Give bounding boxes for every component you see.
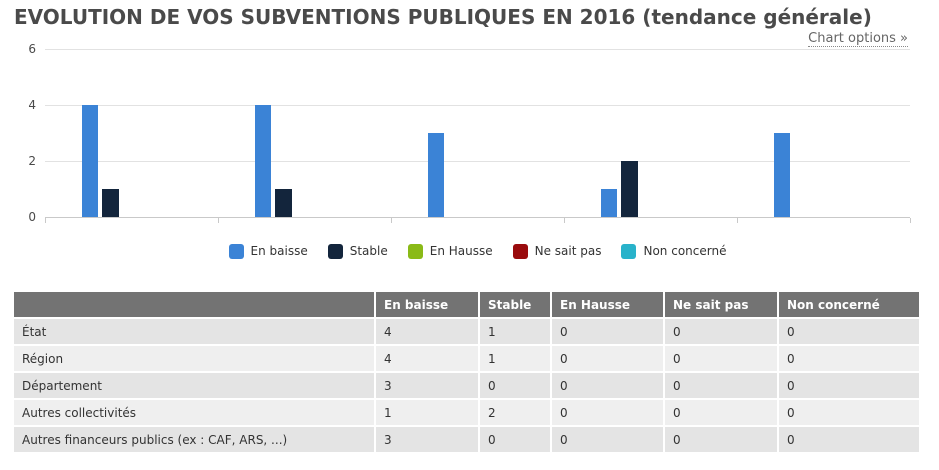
x-axis-tick (391, 218, 392, 223)
cell-value: 0 (480, 373, 550, 398)
gridline-4 (45, 105, 910, 106)
row-label: Autres financeurs publics (ex : CAF, ARS… (14, 427, 374, 452)
x-axis-tick (218, 218, 219, 223)
cell-value: 4 (376, 346, 478, 371)
bar-stable-3[interactable] (621, 161, 638, 217)
legend-swatch-icon (621, 244, 637, 259)
bar-stable-1[interactable] (275, 189, 292, 217)
row-label: Région (14, 346, 374, 371)
table-row: Département 3 0 0 0 0 (14, 373, 919, 398)
page-title: EVOLUTION DE VOS SUBVENTIONS PUBLIQUES E… (14, 5, 872, 29)
bar-stable-0[interactable] (102, 189, 119, 217)
x-axis-tick (737, 218, 738, 223)
legend-item-non-concerne[interactable]: Non concerné (621, 244, 726, 259)
bar-en-baisse-3[interactable] (600, 189, 618, 217)
legend-item-en-hausse[interactable]: En Hausse (407, 244, 493, 259)
table-header-row: En baisse Stable En Hausse Ne sait pas N… (14, 292, 919, 317)
cell-value: 2 (480, 400, 550, 425)
header-cell-stable: Stable (480, 292, 550, 317)
y-axis-label: 2 (28, 154, 36, 168)
bar-en-baisse-0[interactable] (81, 105, 99, 217)
header-cell-en-baisse: En baisse (376, 292, 478, 317)
header-cell-ne-sait-pas: Ne sait pas (665, 292, 777, 317)
chart-options-link[interactable]: Chart options » (808, 31, 908, 47)
cell-value: 4 (376, 319, 478, 344)
cell-value: 1 (480, 319, 550, 344)
cell-value: 0 (552, 373, 663, 398)
legend-label: En Hausse (429, 244, 493, 258)
cell-value: 0 (779, 319, 919, 344)
legend-item-stable[interactable]: Stable (327, 244, 388, 259)
legend-label: En baisse (250, 244, 308, 258)
row-label: État (14, 319, 374, 344)
cell-value: 0 (665, 346, 777, 371)
x-axis-tick (45, 218, 46, 223)
legend-label: Non concerné (643, 244, 727, 258)
header-cell-non-concerne: Non concerné (779, 292, 919, 317)
header-cell-en-hausse: En Hausse (552, 292, 663, 317)
cell-value: 0 (779, 400, 919, 425)
bar-en-baisse-2[interactable] (427, 133, 445, 217)
legend-label: Stable (349, 244, 388, 258)
legend-swatch-icon (512, 244, 528, 259)
bar-en-baisse-4[interactable] (773, 133, 791, 217)
x-axis-line (45, 217, 910, 218)
cell-value: 1 (376, 400, 478, 425)
legend-swatch-icon (228, 244, 244, 259)
cell-value: 0 (665, 319, 777, 344)
y-axis-label: 0 (28, 210, 36, 224)
cell-value: 0 (552, 427, 663, 452)
cell-value: 0 (480, 427, 550, 452)
gridline-2 (45, 161, 910, 162)
y-axis-label: 4 (28, 98, 36, 112)
cell-value: 0 (552, 346, 663, 371)
legend-swatch-icon (407, 244, 423, 259)
legend-item-ne-sait-pas[interactable]: Ne sait pas (512, 244, 602, 259)
cell-value: 1 (480, 346, 550, 371)
cell-value: 0 (552, 319, 663, 344)
table-row: Région 4 1 0 0 0 (14, 346, 919, 371)
cell-value: 0 (779, 373, 919, 398)
legend-label: Ne sait pas (534, 244, 602, 258)
cell-value: 0 (552, 400, 663, 425)
cell-value: 3 (376, 427, 478, 452)
row-label: Autres collectivités (14, 400, 374, 425)
cell-value: 0 (779, 427, 919, 452)
cell-value: 0 (665, 427, 777, 452)
chart-legend: En baisse Stable En Hausse Ne sait pas N… (45, 244, 910, 259)
cell-value: 3 (376, 373, 478, 398)
table-row: Autres collectivités 1 2 0 0 0 (14, 400, 919, 425)
cell-value: 0 (665, 400, 777, 425)
x-axis-tick (910, 218, 911, 223)
legend-item-en-baisse[interactable]: En baisse (228, 244, 308, 259)
results-table: En baisse Stable En Hausse Ne sait pas N… (12, 290, 921, 454)
legend-swatch-icon (327, 244, 343, 259)
table-row: Autres financeurs publics (ex : CAF, ARS… (14, 427, 919, 452)
header-cell-category (14, 292, 374, 317)
y-axis-label: 6 (28, 42, 36, 56)
cell-value: 0 (665, 373, 777, 398)
table-row: État 4 1 0 0 0 (14, 319, 919, 344)
row-label: Département (14, 373, 374, 398)
bar-en-baisse-1[interactable] (254, 105, 272, 217)
x-axis-tick (564, 218, 565, 223)
cell-value: 0 (779, 346, 919, 371)
gridline-6 (45, 49, 910, 50)
